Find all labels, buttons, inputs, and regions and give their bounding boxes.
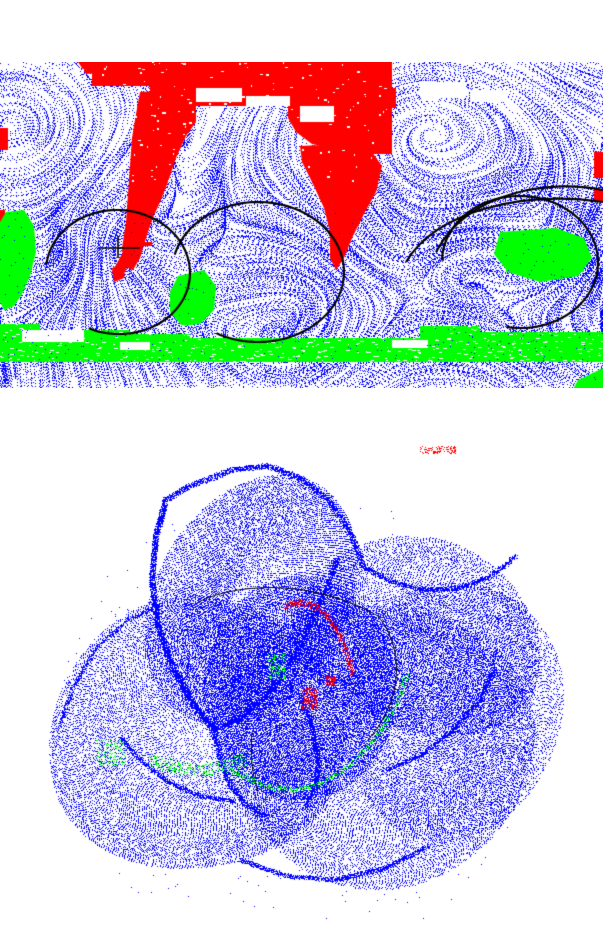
equirectangular-map-panel xyxy=(0,62,603,388)
projected-manifold-panel xyxy=(0,440,603,920)
manifold-canvas xyxy=(0,440,603,920)
map-canvas xyxy=(0,62,603,388)
